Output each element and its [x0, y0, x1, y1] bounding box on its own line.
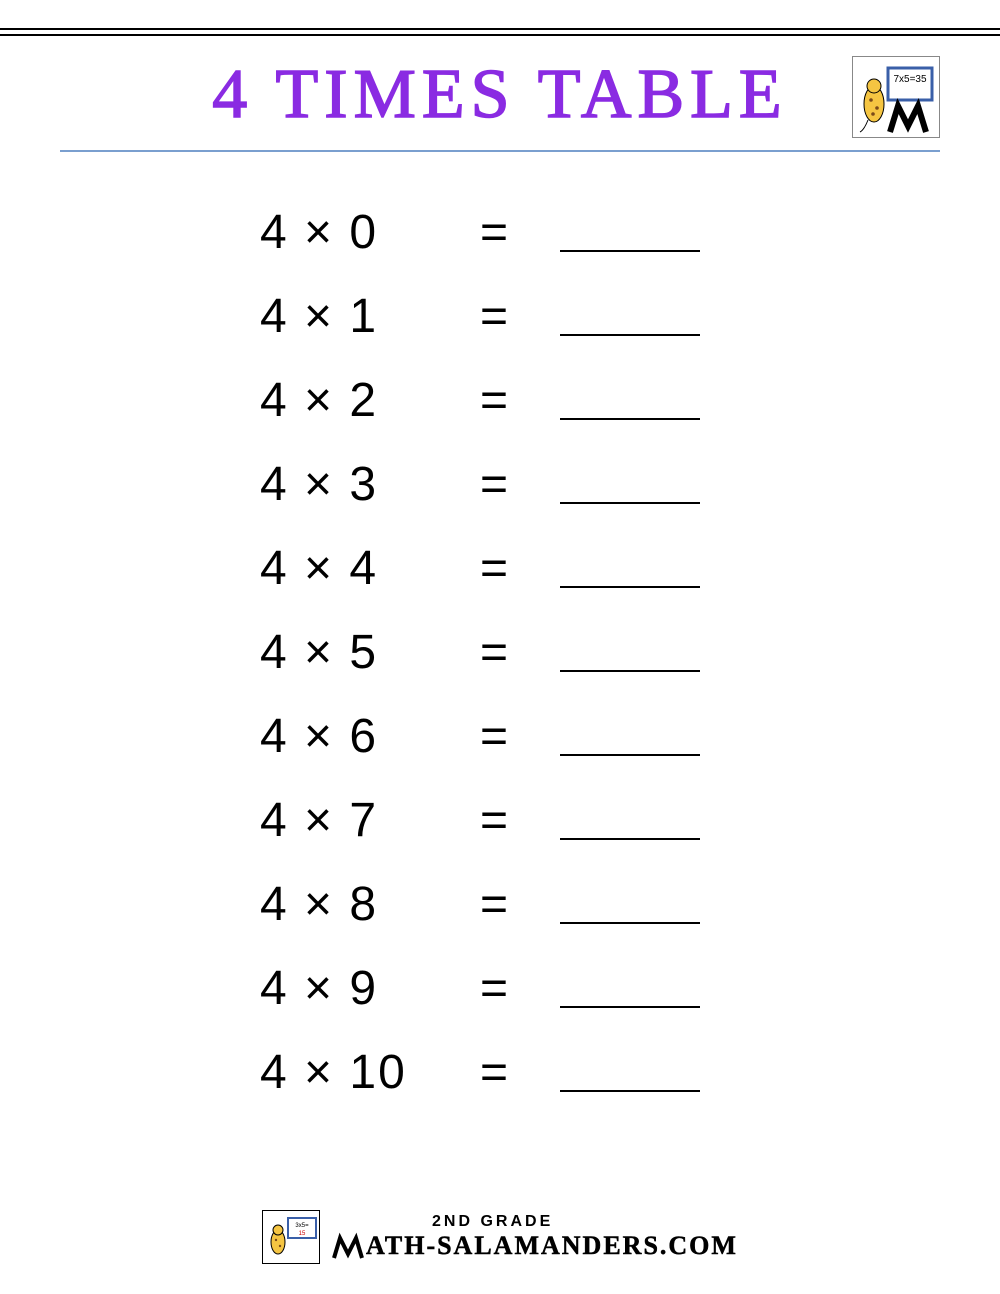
answer-blank[interactable]: [560, 418, 700, 420]
header: 4 TIMES TABLE: [60, 60, 940, 136]
equals-sign: =: [480, 373, 510, 428]
answer-blank[interactable]: [560, 670, 700, 672]
problem-row: 4 × 8 =: [0, 862, 1000, 946]
problem-expression: 4 × 10: [260, 1045, 407, 1100]
problem-expression: 4 × 8: [260, 877, 378, 932]
answer-blank[interactable]: [560, 250, 700, 252]
answer-blank[interactable]: [560, 334, 700, 336]
problem-expression: 4 × 6: [260, 709, 378, 764]
header-logo: 7x5=35: [852, 56, 940, 138]
problem-expression: 4 × 9: [260, 961, 378, 1016]
equals-sign: =: [480, 205, 510, 260]
answer-blank[interactable]: [560, 1006, 700, 1008]
page-title: 4 TIMES TABLE: [212, 60, 787, 136]
footer-text: 2ND GRADE ATH-SALAMANDERS.COM: [332, 1213, 738, 1261]
problem-row: 4 × 6 =: [0, 694, 1000, 778]
problem-row: 4 × 1 =: [0, 274, 1000, 358]
equals-sign: =: [480, 877, 510, 932]
problem-expression: 4 × 5: [260, 625, 378, 680]
footer-site-row: ATH-SALAMANDERS.COM: [332, 1231, 738, 1261]
svg-text:3x5=: 3x5=: [295, 1223, 309, 1229]
answer-blank[interactable]: [560, 1090, 700, 1092]
problem-row: 4 × 3 =: [0, 442, 1000, 526]
title-divider: [60, 150, 940, 152]
problem-row: 4 × 4 =: [0, 526, 1000, 610]
footer-logo: 3x5= 15: [262, 1210, 320, 1264]
problem-row: 4 × 5 =: [0, 610, 1000, 694]
footer-grade: 2ND GRADE: [332, 1213, 553, 1231]
equals-sign: =: [480, 541, 510, 596]
answer-blank[interactable]: [560, 838, 700, 840]
footer-site: ATH-SALAMANDERS.COM: [366, 1231, 738, 1260]
problems-list: 4 × 0=4 × 1=4 × 2=4 × 3=4 × 4=4 × 5=4 × …: [0, 190, 1000, 1114]
problem-row: 4 × 2 =: [0, 358, 1000, 442]
problem-expression: 4 × 2: [260, 373, 378, 428]
svg-text:15: 15: [299, 1231, 306, 1237]
problem-row: 4 × 7 =: [0, 778, 1000, 862]
equals-sign: =: [480, 289, 510, 344]
answer-blank[interactable]: [560, 922, 700, 924]
top-border-bar: [0, 28, 1000, 36]
problem-expression: 4 × 0: [260, 205, 378, 260]
problem-row: 4 × 9 =: [0, 946, 1000, 1030]
answer-blank[interactable]: [560, 502, 700, 504]
equals-sign: =: [480, 961, 510, 1016]
equals-sign: =: [480, 793, 510, 848]
problem-expression: 4 × 3: [260, 457, 378, 512]
answer-blank[interactable]: [560, 586, 700, 588]
equals-sign: =: [480, 1045, 510, 1100]
problem-expression: 4 × 1: [260, 289, 378, 344]
equals-sign: =: [480, 709, 510, 764]
problem-row: 4 × 0 =: [0, 190, 1000, 274]
footer: 3x5= 15 2ND GRADE ATH-SALAMANDERS.COM: [0, 1210, 1000, 1264]
logo-caption: 7x5=35: [893, 74, 927, 85]
equals-sign: =: [480, 625, 510, 680]
problem-expression: 4 × 7: [260, 793, 378, 848]
problem-row: 4 × 10 =: [0, 1030, 1000, 1114]
equals-sign: =: [480, 457, 510, 512]
problem-expression: 4 × 4: [260, 541, 378, 596]
answer-blank[interactable]: [560, 754, 700, 756]
